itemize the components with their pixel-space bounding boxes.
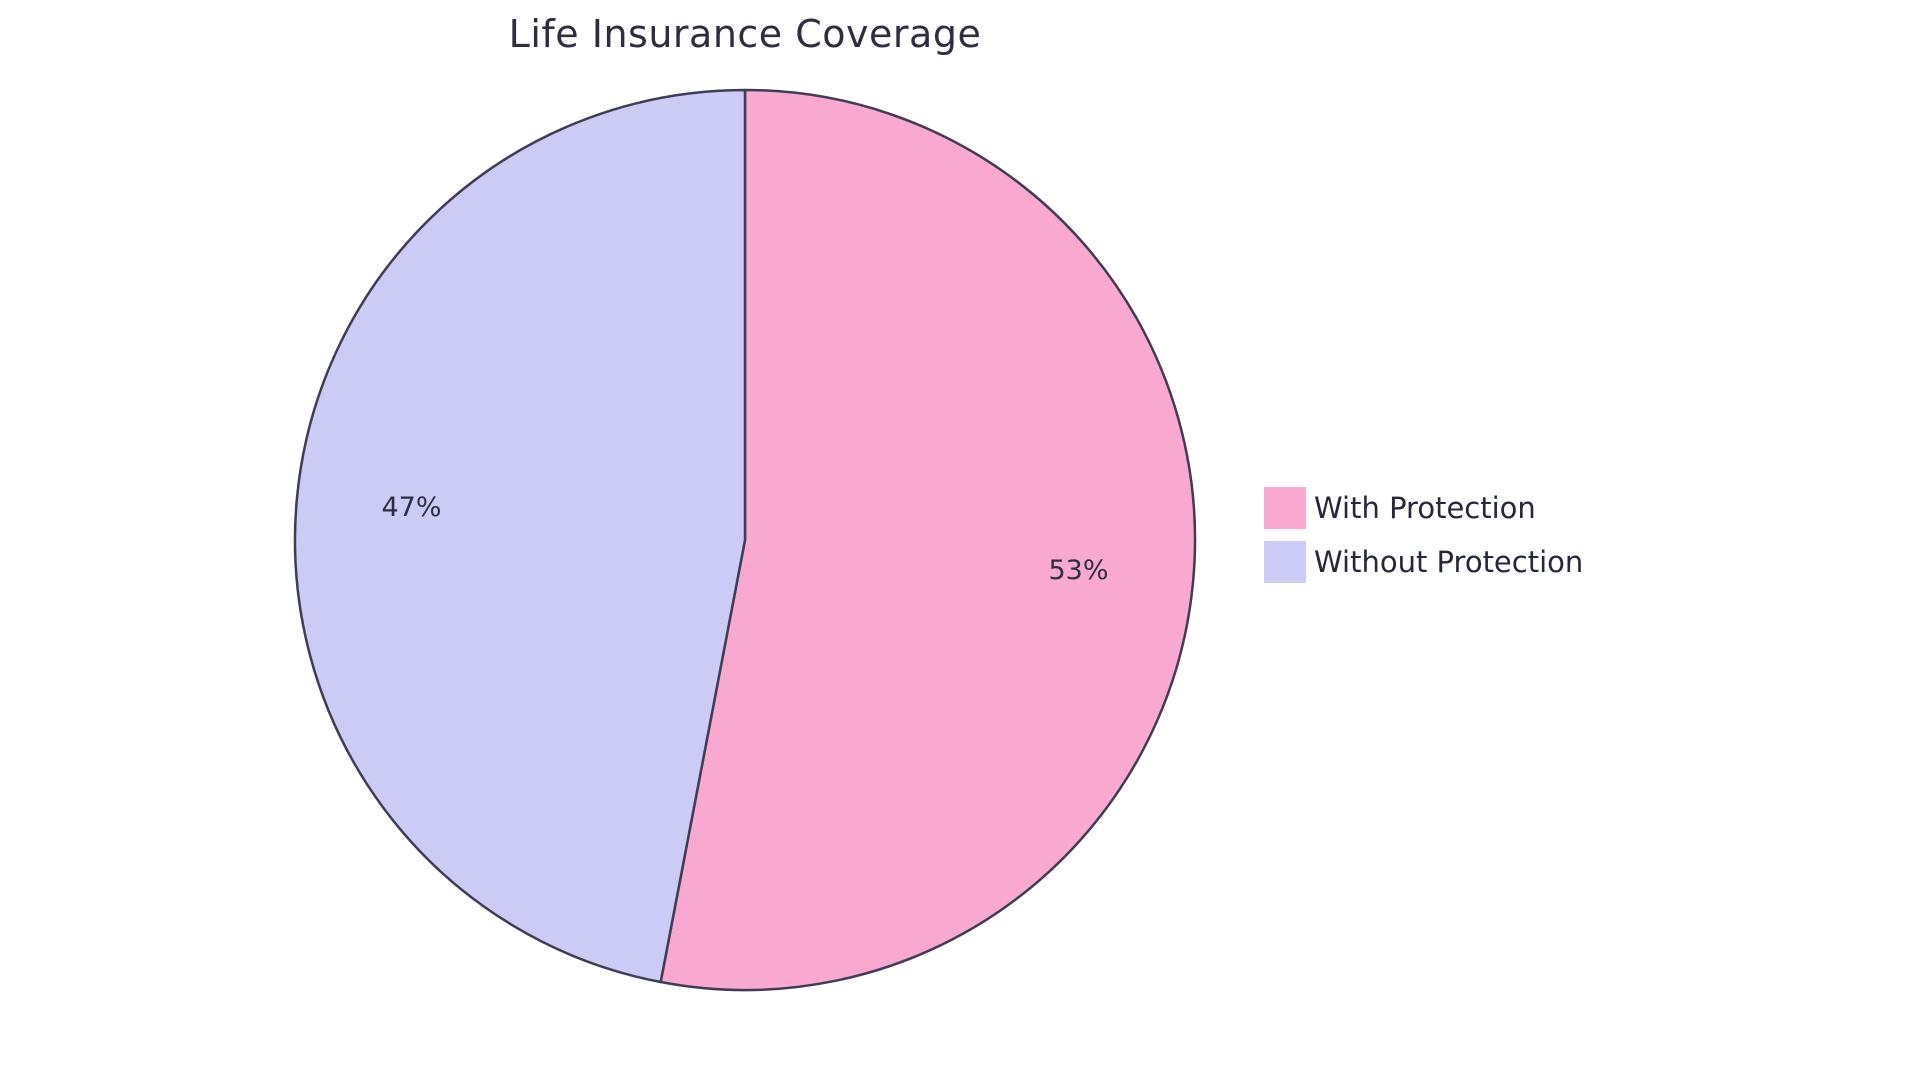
legend: With Protection Without Protection: [1264, 487, 1583, 583]
legend-item-with-protection[interactable]: With Protection: [1264, 487, 1583, 529]
slice-label-without-protection: 47%: [381, 492, 441, 523]
slice-label-with-protection: 53%: [1049, 555, 1109, 586]
legend-label: With Protection: [1314, 491, 1536, 525]
legend-item-without-protection[interactable]: Without Protection: [1264, 541, 1583, 583]
legend-swatch-icon: [1264, 541, 1306, 583]
legend-swatch-icon: [1264, 487, 1306, 529]
pie-slice-with-protection: [659, 88, 1197, 992]
chart-title: Life Insurance Coverage: [508, 12, 982, 56]
pie-slice-without-protection: [293, 88, 747, 984]
legend-label: Without Protection: [1314, 545, 1584, 579]
